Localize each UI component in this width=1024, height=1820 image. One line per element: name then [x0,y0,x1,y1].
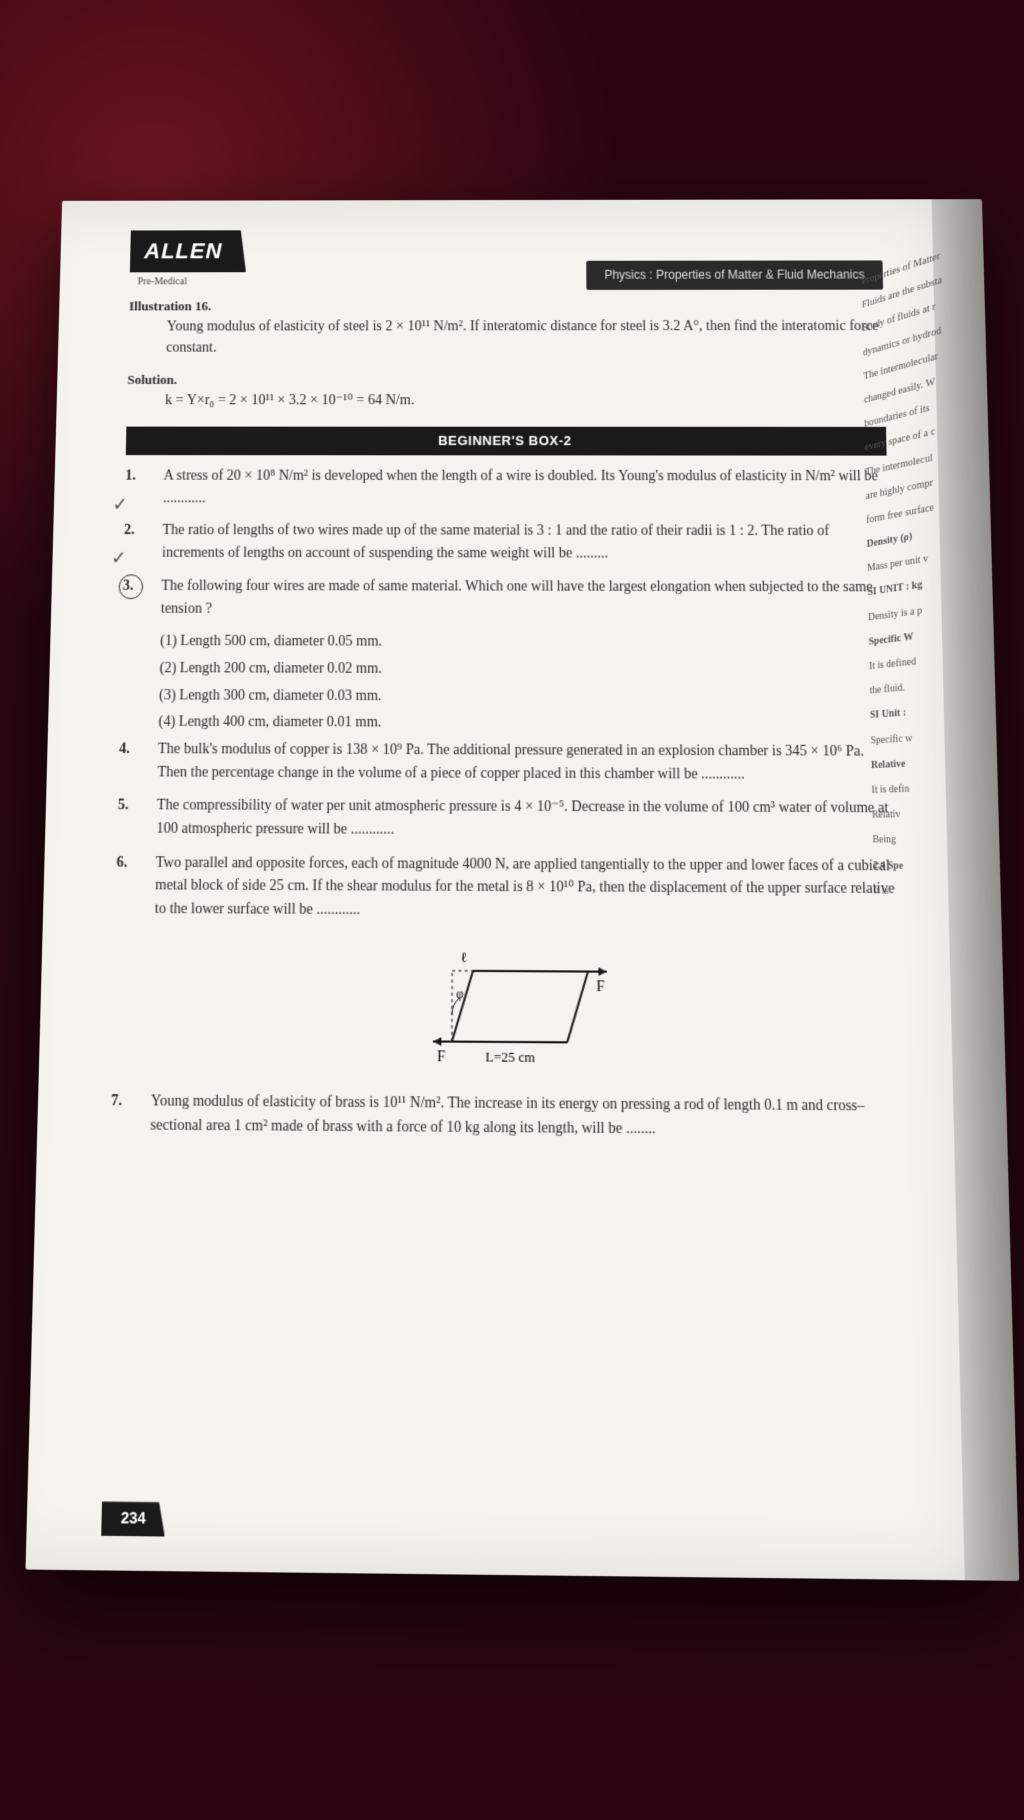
beginners-box-header: BEGINNER'S BOX-2 [126,427,887,456]
solution-text: k = Y×r₀ = 2 × 10¹¹ × 3.2 × 10⁻¹⁰ = 64 N… [165,390,886,412]
question-text: The following four wires are made of sam… [161,575,890,622]
diagram-force-left: F [437,1049,445,1066]
rp-line: It is defin [871,772,1004,802]
right-page-partial: Properties of Matter Fluids are the subs… [852,203,1024,1544]
question-1: 1. A stress of 20 × 10⁸ N/m² is develope… [125,465,888,510]
pencil-tick-icon: ✓ [111,544,127,573]
rp-line: 2.4 Spe [873,852,1007,880]
rp-line: It is [873,877,1007,907]
option-1: (1) Length 500 cm, diameter 0.05 mm. [160,631,891,655]
pencil-tick-icon: ✓ [112,491,128,520]
logo-block: ALLEN Pre-Medical [129,230,246,290]
illustration-label: Illustration 16. [129,295,884,316]
question-text: Two parallel and opposite forces, each o… [154,852,896,926]
diagram-angle-label: φ [456,986,463,1001]
question-7: 7. Young modulus of elasticity of brass … [110,1090,901,1143]
question-6: 6. Two parallel and opposite forces, eac… [115,851,896,925]
question-number: 5. [117,795,157,841]
page-number-badge: 234 [101,1502,165,1537]
solution-label: Solution. [127,370,885,391]
question-number: 1. [125,465,164,509]
question-4: 4. The bulk's modulus of copper is 138 ×… [118,738,893,787]
page-header: ALLEN Pre-Medical Physics : Properties o… [129,229,883,290]
diagram-force-right: F [596,979,604,995]
brand-logo: ALLEN [130,230,247,272]
question-number: 2. [123,520,162,565]
question-number: 4. [118,738,158,784]
question-text: The bulk's modulus of copper is 138 × 10… [157,738,893,787]
brand-tagline: Pre-Medical [137,274,245,290]
diagram-bottom-label: L=25 cm [485,1048,535,1065]
question-2: 2. The ratio of lengths of two wires mad… [123,520,889,566]
rp-line: Being [872,826,1005,853]
question-number: 6. [115,851,156,921]
option-2: (2) Length 200 cm, diameter 0.02 mm. [159,657,891,682]
option-4: (4) Length 400 cm, diameter 0.01 mm. [158,711,892,736]
open-book: ALLEN Pre-Medical Physics : Properties o… [26,199,1020,1581]
question-text: The compressibility of water per unit at… [156,795,895,844]
question-text: Young modulus of elasticity of brass is … [150,1091,901,1144]
chapter-title-badge: Physics : Properties of Matter & Fluid M… [586,260,883,289]
shear-diagram: ℓ φ F F L=25 cm [112,936,900,1080]
question-3: 3. The following four wires are made of … [122,575,890,622]
question-number: 7. [110,1090,151,1138]
diagram-top-label: ℓ [460,949,467,965]
rp-line: Relativ [872,799,1005,827]
question-5: 5. The compressibility of water per unit… [117,795,895,845]
question-text: The ratio of lengths of two wires made u… [162,520,889,566]
left-page: ALLEN Pre-Medical Physics : Properties o… [26,199,965,1580]
illustration-text: Young modulus of elasticity of steel is … [166,316,885,360]
question-text: A stress of 20 × 10⁸ N/m² is developed w… [163,465,888,510]
option-3: (3) Length 300 cm, diameter 0.03 mm. [159,684,892,709]
question-number-circled: 3. [122,575,162,620]
